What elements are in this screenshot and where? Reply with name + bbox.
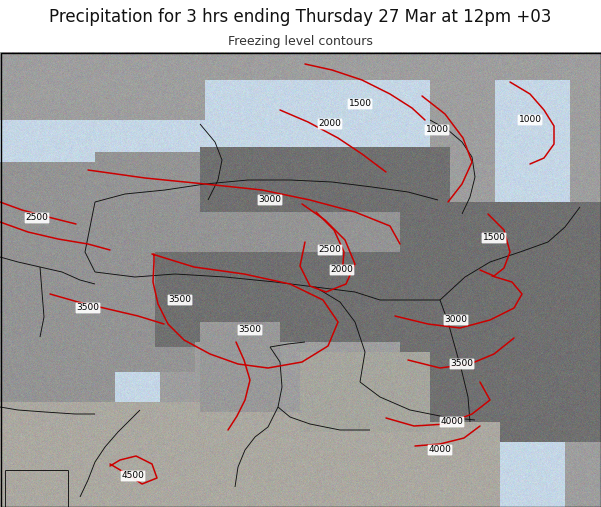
Text: 3000: 3000 [445, 315, 468, 324]
Text: 3500: 3500 [239, 325, 261, 335]
Text: 1500: 1500 [483, 234, 505, 242]
Text: 3500: 3500 [451, 359, 474, 369]
Text: 3500: 3500 [168, 296, 192, 305]
Text: Precipitation for 3 hrs ending Thursday 27 Mar at 12pm +03: Precipitation for 3 hrs ending Thursday … [49, 8, 552, 26]
Text: 2000: 2000 [319, 120, 341, 128]
Text: 2500: 2500 [319, 245, 341, 255]
Text: 2500: 2500 [26, 213, 49, 223]
Text: 1000: 1000 [426, 126, 448, 134]
Text: 1500: 1500 [349, 99, 371, 108]
Text: 2000: 2000 [331, 266, 353, 274]
Text: 4000: 4000 [429, 446, 451, 454]
Text: 3000: 3000 [258, 196, 281, 204]
Text: Freezing level contours: Freezing level contours [228, 35, 373, 48]
Text: 1000: 1000 [519, 116, 542, 125]
Text: 4000: 4000 [441, 417, 463, 426]
Text: 4500: 4500 [121, 472, 144, 481]
Text: 3500: 3500 [76, 304, 100, 312]
